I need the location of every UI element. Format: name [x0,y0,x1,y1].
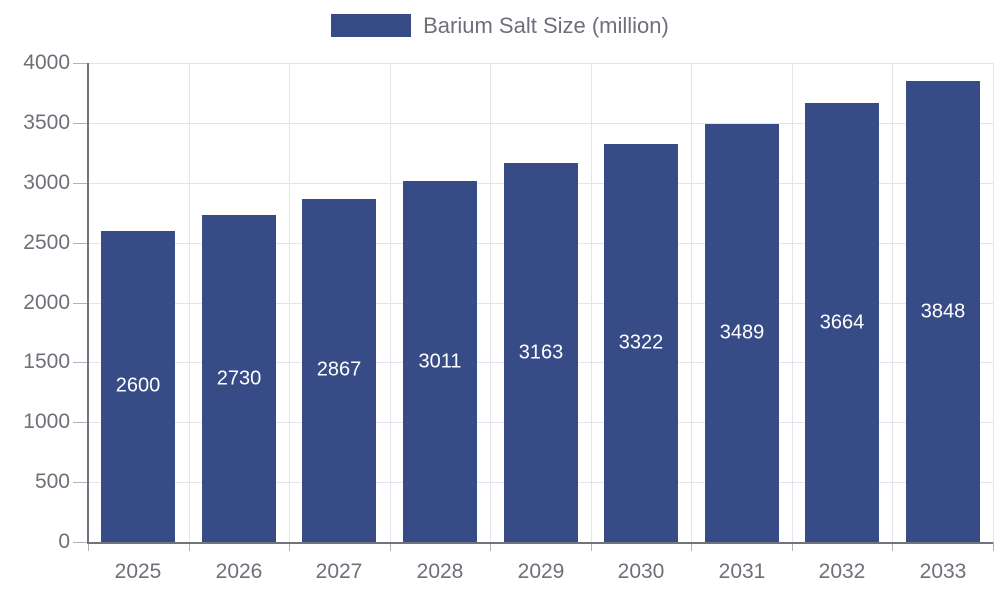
x-axis-label: 2026 [215,560,263,583]
x-axis-label: 2031 [718,560,766,583]
y-axis-line [87,63,89,543]
y-axis-label: 4000 [23,51,70,74]
legend[interactable]: Barium Salt Size (million) [0,14,1000,37]
x-axis-label: 2033 [919,560,967,583]
grid-line-vertical [892,63,893,542]
bar[interactable] [504,163,578,542]
y-axis-label: 500 [34,470,70,493]
x-axis-tick [289,542,290,551]
y-axis-tick [73,183,88,184]
x-axis-tick [390,542,391,551]
y-axis-tick [73,123,88,124]
x-axis-label: 2027 [315,560,363,583]
bar-value-label: 3011 [418,350,462,373]
grid-line-vertical [390,63,391,542]
x-axis-line [87,542,993,544]
y-axis-label: 2000 [23,291,70,314]
grid-line-vertical [691,63,692,542]
y-axis-tick [73,63,88,64]
bar[interactable] [906,81,980,542]
x-axis-tick [691,542,692,551]
x-axis-tick [490,542,491,551]
x-axis-tick [892,542,893,551]
bar[interactable] [403,181,477,542]
bar[interactable] [705,124,779,542]
y-axis-label: 1500 [23,350,70,373]
y-axis-label: 2500 [23,231,70,254]
y-axis-label: 1000 [23,410,70,433]
x-axis-tick [792,542,793,551]
y-axis-tick [73,422,88,423]
bar-value-label: 3664 [819,311,865,334]
x-axis-tick [88,542,89,551]
grid-line-vertical [993,63,994,542]
bar-value-label: 3848 [920,300,966,323]
y-axis-tick [73,243,88,244]
y-axis-label: 3000 [23,171,70,194]
grid-line-vertical [591,63,592,542]
y-axis-tick [73,362,88,363]
bar-value-label: 2730 [216,367,262,390]
bar[interactable] [302,199,376,542]
y-axis-tick [73,482,88,483]
bar[interactable] [604,144,678,542]
x-axis-label: 2029 [517,560,565,583]
grid-line-horizontal [88,123,993,124]
bar-value-label: 2867 [316,358,362,381]
grid-line-vertical [289,63,290,542]
y-axis-tick [73,303,88,304]
grid-line-horizontal [88,63,993,64]
y-axis-tick [73,542,88,543]
x-axis-tick [189,542,190,551]
bar-value-label: 3163 [518,341,564,364]
x-axis-tick [591,542,592,551]
bar-value-label: 3322 [618,331,664,354]
x-axis-label: 2030 [617,560,665,583]
x-axis-label: 2025 [114,560,162,583]
bar-value-label: 2600 [115,374,161,397]
x-axis-label: 2028 [416,560,464,583]
grid-line-vertical [189,63,190,542]
grid-line-vertical [490,63,491,542]
legend-swatch-icon [331,14,412,37]
y-axis-label: 3500 [23,111,70,134]
x-axis-tick [993,542,994,551]
bar[interactable] [805,103,879,542]
bar-value-label: 3489 [719,321,765,344]
y-axis-label: 0 [58,530,70,553]
legend-label: Barium Salt Size (million) [423,12,669,38]
bar[interactable] [202,215,276,542]
bar[interactable] [101,231,175,542]
x-axis-label: 2032 [818,560,866,583]
grid-line-vertical [792,63,793,542]
